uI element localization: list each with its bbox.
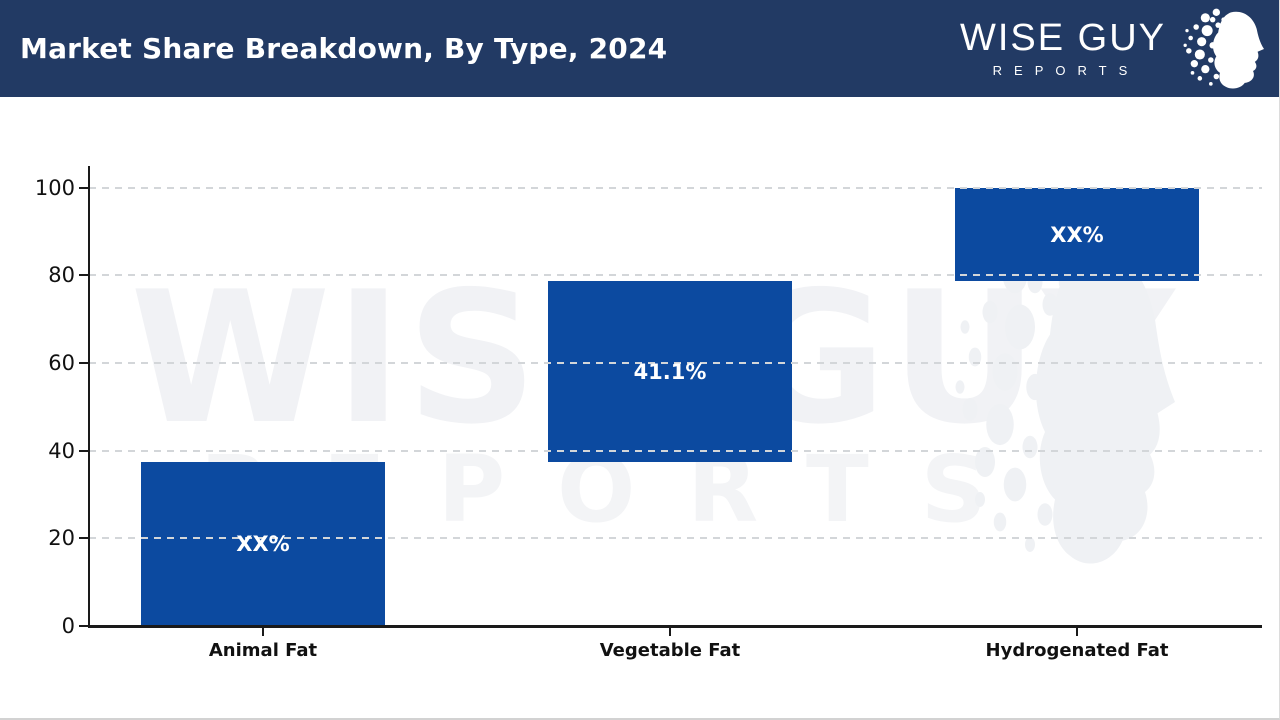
logo-wordmark: WISE GUY: [959, 17, 1166, 59]
bar-vegetable-fat: [548, 281, 792, 462]
y-tick-label: 100: [34, 175, 75, 200]
y-tick-mark: [79, 186, 88, 189]
gridline-20: [89, 537, 1262, 540]
y-tick-mark: [79, 362, 88, 364]
gridline-60: [89, 362, 1262, 364]
y-tick-label: 40: [48, 438, 75, 463]
y-tick-label: 0: [61, 614, 75, 638]
y-tick-mark: [79, 537, 88, 540]
bar-animal-fat: [141, 461, 385, 626]
bar-value-label: 41.1%: [633, 359, 707, 384]
header-bar: Market Share Breakdown, By Type, 2024 WI…: [0, 0, 1279, 97]
x-tick-mark: [669, 627, 671, 636]
x-tick-label: Animal Fat: [208, 640, 318, 661]
x-tick-label: Hydrogenated Fat: [985, 640, 1169, 661]
x-tick-mark: [1076, 627, 1078, 636]
x-tick-mark: [262, 627, 264, 636]
x-tick-label: Vegetable Fat: [599, 640, 741, 661]
logo-head-icon: [1183, 8, 1264, 88]
logo-text: WISE GUY REPORTS: [960, 19, 1166, 78]
page-title: Market Share Breakdown, By Type, 2024: [20, 32, 668, 65]
y-tick-label: 20: [48, 526, 75, 551]
bar-value-label: XX%: [236, 531, 290, 556]
y-tick-mark: [79, 625, 88, 627]
gridline-40: [89, 449, 1262, 452]
gridline-100: [89, 186, 1262, 189]
y-axis-line: [88, 165, 90, 628]
bar-hydrogenated-fat: [955, 187, 1199, 282]
y-tick-label: 60: [48, 351, 75, 375]
bar-value-label: XX%: [1050, 222, 1104, 247]
y-tick-mark: [79, 449, 88, 452]
y-tick-mark: [79, 274, 88, 277]
logo: WISE GUY REPORTS: [960, 5, 1272, 93]
y-tick-label: 80: [48, 263, 75, 288]
logo-subtext: REPORTS: [992, 63, 1140, 78]
watermark-head-icon: [955, 237, 1175, 564]
x-axis-line: [88, 625, 1262, 628]
gridline-80: [89, 274, 1262, 277]
